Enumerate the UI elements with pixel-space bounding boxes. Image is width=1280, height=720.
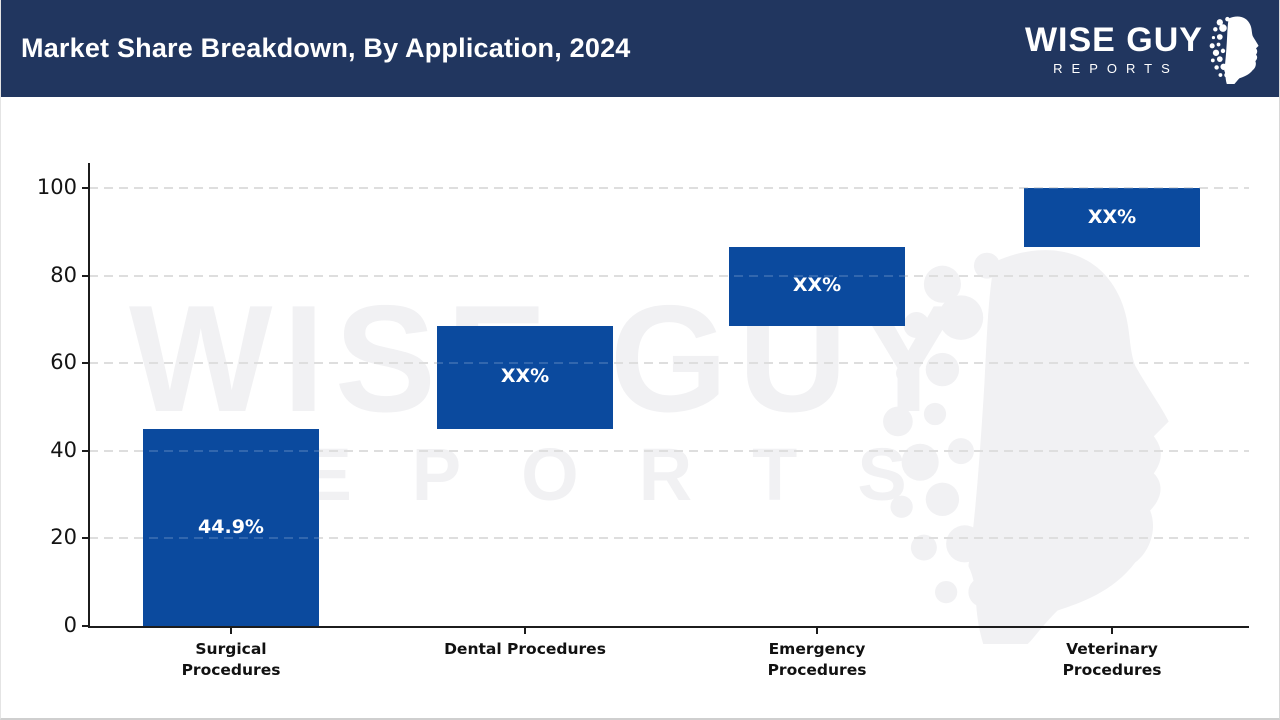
- y-tick-label: 100: [36, 175, 77, 199]
- gridline: [89, 362, 1249, 365]
- gridline-overlay: [89, 537, 1249, 540]
- bar-surgical-procedures: [143, 429, 319, 626]
- bar-emergency-procedures: [729, 247, 905, 326]
- gridline-overlay: [89, 274, 1249, 277]
- x-tick-mark: [1111, 628, 1113, 634]
- gridline-overlay: [89, 449, 1249, 452]
- gridline-overlay: [89, 362, 1249, 365]
- y-tick-mark: [82, 187, 89, 189]
- gridline: [89, 449, 1249, 452]
- x-category-label: Veterinary Procedures: [1062, 640, 1162, 679]
- y-tick-label: 0: [63, 613, 77, 637]
- header-bar: Market Share Breakdown, By Application, …: [1, 0, 1279, 97]
- y-tick-mark: [82, 449, 89, 452]
- brand-name: WISE GUY: [1024, 20, 1203, 59]
- x-category-label: Surgical Procedures: [181, 640, 281, 679]
- gridline-overlay: [89, 187, 1249, 189]
- brand-logo-text: WISE GUY REPORTS: [1025, 23, 1203, 75]
- gridline: [89, 187, 1249, 189]
- y-tick-label: 40: [50, 437, 77, 462]
- x-axis-line: [88, 626, 1249, 628]
- bar-value-label: XX%: [500, 365, 550, 388]
- y-tick-mark: [82, 537, 89, 540]
- y-tick-label: 20: [50, 525, 77, 550]
- page-title: Market Share Breakdown, By Application, …: [21, 33, 631, 63]
- brand-face-icon: [1209, 15, 1259, 84]
- y-tick-label: 80: [50, 262, 77, 287]
- bar-dental-procedures: [437, 325, 613, 430]
- waterfall-chart: 0 20 40 60 80 100 44.9% Surgical Procedures XX% De…: [1, 97, 1279, 718]
- bar-value-label: XX%: [1087, 205, 1137, 228]
- x-category-label: Dental Procedures: [444, 640, 606, 658]
- y-tick-mark: [82, 362, 89, 365]
- bar-veterinary-procedures: [1024, 188, 1200, 248]
- y-tick-label: 60: [50, 350, 77, 375]
- brand-subname: REPORTS: [1053, 60, 1179, 76]
- bar-value-label: XX%: [792, 274, 842, 297]
- x-tick-mark: [524, 628, 526, 634]
- gridline: [89, 537, 1249, 540]
- watermark-face-icon: [883, 250, 1169, 644]
- x-tick-mark: [230, 628, 232, 634]
- bar-value-label: 44.9%: [198, 515, 264, 538]
- brand-logo: WISE GUY REPORTS: [1025, 10, 1263, 88]
- y-tick-mark: [82, 274, 89, 277]
- x-tick-mark: [816, 628, 818, 634]
- x-category-label: Emergency Procedures: [767, 640, 867, 679]
- y-axis-line: [88, 163, 90, 628]
- gridline: [89, 274, 1249, 277]
- y-tick-mark: [82, 625, 89, 627]
